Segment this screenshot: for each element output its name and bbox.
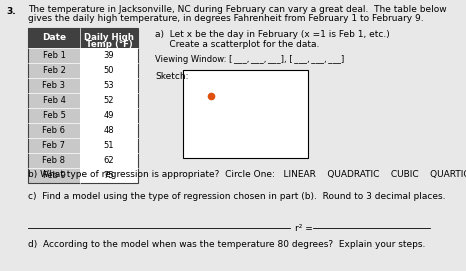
Bar xyxy=(80,168,138,183)
Bar xyxy=(80,78,138,93)
Bar xyxy=(80,138,138,153)
Bar xyxy=(28,78,80,93)
Text: gives the daily high temperature, in degrees Fahrenheit from February 1 to Febru: gives the daily high temperature, in deg… xyxy=(28,14,424,23)
Text: Feb 1: Feb 1 xyxy=(42,51,65,60)
Text: 52: 52 xyxy=(104,96,114,105)
Bar xyxy=(80,93,138,108)
Bar xyxy=(80,63,138,78)
Text: Create a scatterplot for the data.: Create a scatterplot for the data. xyxy=(155,40,319,49)
Text: Temp (°F): Temp (°F) xyxy=(86,40,132,49)
Text: 51: 51 xyxy=(104,141,114,150)
Text: r² =: r² = xyxy=(295,224,313,233)
Text: Viewing Window: [ ___, ___, ___], [ ___, ___, ___]: Viewing Window: [ ___, ___, ___], [ ___,… xyxy=(155,55,344,64)
Text: Feb 3: Feb 3 xyxy=(42,81,66,90)
Text: 39: 39 xyxy=(104,51,114,60)
Bar xyxy=(80,123,138,138)
Text: 53: 53 xyxy=(104,81,114,90)
Bar xyxy=(183,70,308,158)
Text: Feb 6: Feb 6 xyxy=(42,126,66,135)
Text: Feb 7: Feb 7 xyxy=(42,141,66,150)
Text: 75: 75 xyxy=(104,171,114,180)
Bar xyxy=(28,93,80,108)
Text: 48: 48 xyxy=(104,126,114,135)
Text: 62: 62 xyxy=(104,156,114,165)
Bar xyxy=(28,48,80,63)
Text: 49: 49 xyxy=(104,111,114,120)
Bar xyxy=(80,28,138,48)
Text: Feb 2: Feb 2 xyxy=(42,66,65,75)
Bar xyxy=(28,168,80,183)
Bar xyxy=(28,153,80,168)
Bar xyxy=(28,28,80,48)
Text: Feb 9: Feb 9 xyxy=(42,171,65,180)
Text: d)  According to the model when was the temperature 80 degrees?  Explain your st: d) According to the model when was the t… xyxy=(28,240,425,249)
Bar xyxy=(28,63,80,78)
Text: 3.: 3. xyxy=(6,7,16,16)
Bar xyxy=(28,108,80,123)
Text: Feb 8: Feb 8 xyxy=(42,156,66,165)
Text: Daily High: Daily High xyxy=(84,33,134,42)
Text: 50: 50 xyxy=(104,66,114,75)
Bar xyxy=(28,28,138,183)
Bar xyxy=(80,153,138,168)
Bar xyxy=(80,108,138,123)
Text: Feb 5: Feb 5 xyxy=(42,111,65,120)
Text: a)  Let x be the day in February (x =1 is Feb 1, etc.): a) Let x be the day in February (x =1 is… xyxy=(155,30,390,39)
Text: The temperature in Jacksonville, NC during February can vary a great deal.  The : The temperature in Jacksonville, NC duri… xyxy=(28,5,446,14)
Text: b) What type of regression is appropriate?  Circle One:   LINEAR    QUADRATIC   : b) What type of regression is appropriat… xyxy=(28,170,466,179)
Bar xyxy=(80,48,138,63)
Text: Feb 4: Feb 4 xyxy=(42,96,65,105)
Bar xyxy=(28,123,80,138)
Text: c)  Find a model using the type of regression chosen in part (b).  Round to 3 de: c) Find a model using the type of regres… xyxy=(28,192,445,201)
Text: Date: Date xyxy=(42,34,66,43)
Text: Sketch:: Sketch: xyxy=(155,72,189,81)
Bar xyxy=(28,138,80,153)
